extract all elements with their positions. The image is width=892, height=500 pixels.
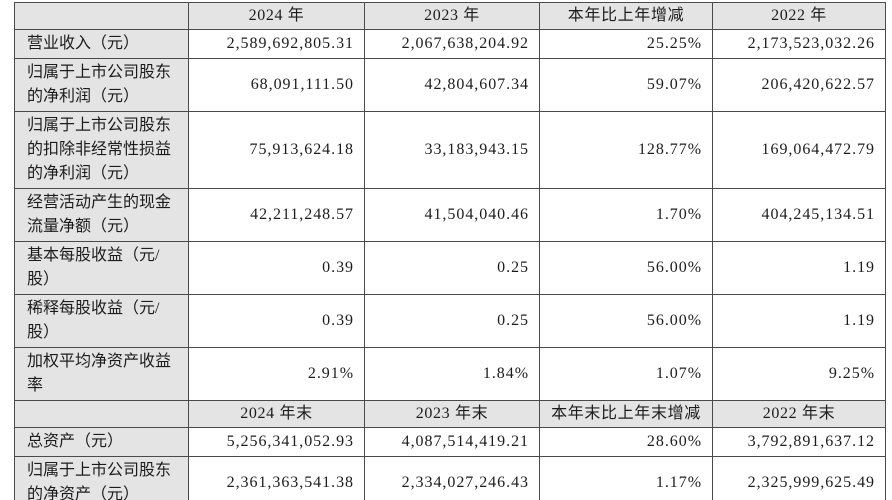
cell-value: 25.25% bbox=[539, 29, 713, 59]
cell-value: 41,504,040.46 bbox=[364, 188, 540, 242]
table-row-net-assets-attributable: 归属于上市公司股东 的净资产（元） 2,361,363,541.38 2,334… bbox=[14, 456, 886, 500]
cell-value: 0.39 bbox=[188, 241, 365, 295]
cell-value: 169,064,472.79 bbox=[712, 111, 886, 189]
table-row-basic-eps: 基本每股收益（元/ 股） 0.39 0.25 56.00% 1.19 bbox=[14, 241, 886, 295]
cell-value: 0.25 bbox=[364, 294, 540, 348]
cell-value: 1.19 bbox=[712, 294, 886, 348]
cell-value: 5,256,341,052.93 bbox=[188, 427, 365, 457]
cell-value: 2,589,692,805.31 bbox=[188, 29, 365, 59]
cell-value: 42,804,607.34 bbox=[364, 58, 540, 112]
cell-value: 206,420,622.57 bbox=[712, 58, 886, 112]
column-header-yoy-end-change: 本年末比上年末增减 bbox=[539, 400, 713, 428]
cell-value: 1.17% bbox=[539, 456, 713, 500]
cell-value: 1.07% bbox=[539, 347, 713, 401]
table-row-weighted-avg-roe: 加权平均净资产收益 率 2.91% 1.84% 1.07% 9.25% bbox=[14, 347, 886, 401]
column-header-2024: 2024 年 bbox=[188, 2, 365, 30]
cell-value: 9.25% bbox=[712, 347, 886, 401]
cell-value: 28.60% bbox=[539, 427, 713, 457]
cell-value: 56.00% bbox=[539, 294, 713, 348]
row-label: 归属于上市公司股东 的净利润（元） bbox=[14, 58, 189, 112]
column-header-2022-end: 2022 年末 bbox=[712, 400, 886, 428]
row-label: 营业收入（元） bbox=[14, 29, 189, 59]
cell-value: 2,173,523,032.26 bbox=[712, 29, 886, 59]
blank-header-cell bbox=[14, 2, 189, 30]
cell-value: 75,913,624.18 bbox=[188, 111, 365, 189]
cell-value: 33,183,943.15 bbox=[364, 111, 540, 189]
cell-value: 0.39 bbox=[188, 294, 365, 348]
cell-value: 1.84% bbox=[364, 347, 540, 401]
blank-header-cell bbox=[14, 400, 189, 428]
cell-value: 2,334,027,246.43 bbox=[364, 456, 540, 500]
cell-value: 42,211,248.57 bbox=[188, 188, 365, 242]
cell-value: 2,361,363,541.38 bbox=[188, 456, 365, 500]
column-header-2022: 2022 年 bbox=[712, 2, 886, 30]
column-header-2023: 2023 年 bbox=[364, 2, 540, 30]
column-header-2024-end: 2024 年末 bbox=[188, 400, 365, 428]
cell-value: 2,067,638,204.92 bbox=[364, 29, 540, 59]
row-label: 稀释每股收益（元/ 股） bbox=[14, 294, 189, 348]
table-row-total-assets: 总资产（元） 5,256,341,052.93 4,087,514,419.21… bbox=[14, 427, 886, 457]
cell-value: 404,245,134.51 bbox=[712, 188, 886, 242]
cell-value: 2.91% bbox=[188, 347, 365, 401]
cell-value: 56.00% bbox=[539, 241, 713, 295]
cell-value: 4,087,514,419.21 bbox=[364, 427, 540, 457]
cell-value: 59.07% bbox=[539, 58, 713, 112]
row-label: 基本每股收益（元/ 股） bbox=[14, 241, 189, 295]
cell-value: 1.19 bbox=[712, 241, 886, 295]
table-row-diluted-eps: 稀释每股收益（元/ 股） 0.39 0.25 56.00% 1.19 bbox=[14, 294, 886, 348]
table-row-operating-cash-flow: 经营活动产生的现金 流量净额（元） 42,211,248.57 41,504,0… bbox=[14, 188, 886, 242]
period-header-row: 2024 年 2023 年 本年比上年增减 2022 年 bbox=[14, 2, 886, 30]
row-label: 总资产（元） bbox=[14, 427, 189, 457]
column-header-2023-end: 2023 年末 bbox=[364, 400, 540, 428]
table-row-net-profit-excl-nonrecurring: 归属于上市公司股东 的扣除非经常性损益 的净利润（元） 75,913,624.1… bbox=[14, 111, 886, 189]
column-header-yoy-change: 本年比上年增减 bbox=[539, 2, 713, 30]
snapshot-header-row: 2024 年末 2023 年末 本年末比上年末增减 2022 年末 bbox=[14, 400, 886, 428]
cell-value: 3,792,891,637.12 bbox=[712, 427, 886, 457]
row-label: 加权平均净资产收益 率 bbox=[14, 347, 189, 401]
row-label: 归属于上市公司股东 的净资产（元） bbox=[14, 456, 189, 500]
cell-value: 2,325,999,625.49 bbox=[712, 456, 886, 500]
table-row-net-profit-attributable: 归属于上市公司股东 的净利润（元） 68,091,111.50 42,804,6… bbox=[14, 58, 886, 112]
row-label: 归属于上市公司股东 的扣除非经常性损益 的净利润（元） bbox=[14, 111, 189, 189]
cell-value: 1.70% bbox=[539, 188, 713, 242]
cell-value: 68,091,111.50 bbox=[188, 58, 365, 112]
row-label: 经营活动产生的现金 流量净额（元） bbox=[14, 188, 189, 242]
financial-summary-table: 2024 年 2023 年 本年比上年增减 2022 年 营业收入（元） 2,5… bbox=[14, 2, 886, 500]
table-row-operating-revenue: 营业收入（元） 2,589,692,805.31 2,067,638,204.9… bbox=[14, 29, 886, 59]
cell-value: 128.77% bbox=[539, 111, 713, 189]
cell-value: 0.25 bbox=[364, 241, 540, 295]
